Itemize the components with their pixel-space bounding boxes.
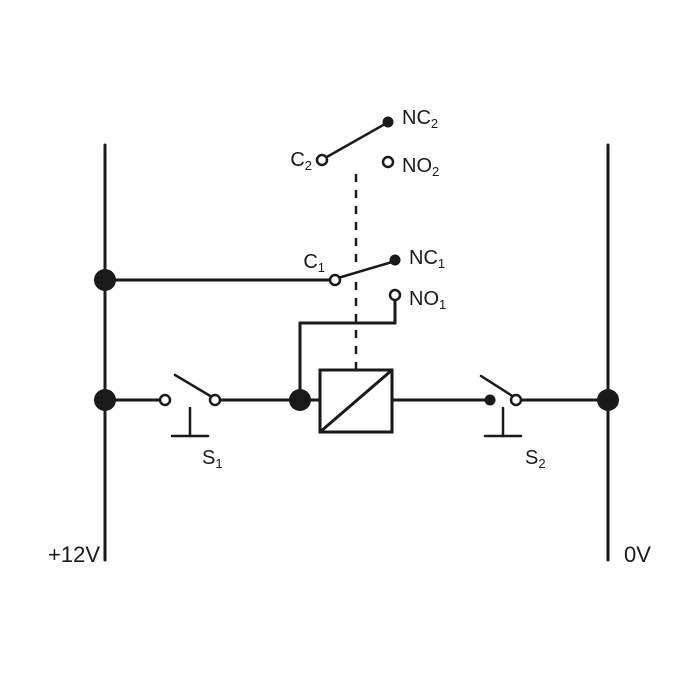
svg-text:S2: S2	[525, 447, 546, 471]
svg-text:NO2: NO2	[402, 155, 439, 179]
svg-text:0V: 0V	[624, 542, 651, 567]
svg-text:S1: S1	[202, 447, 223, 471]
svg-text:C1: C1	[303, 251, 325, 275]
relay-circuit-diagram: +12V 0V S1 S2 C1 NC1 NO1 C2 NC2 NO2	[0, 0, 700, 700]
svg-text:+12V: +12V	[48, 542, 100, 567]
svg-text:NC2: NC2	[402, 107, 438, 131]
svg-text:C2: C2	[290, 149, 312, 173]
svg-text:NC1: NC1	[409, 247, 445, 271]
svg-text:NO1: NO1	[409, 288, 446, 312]
